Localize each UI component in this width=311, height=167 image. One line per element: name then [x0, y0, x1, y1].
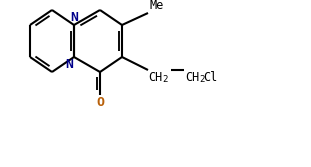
Text: O: O [96, 96, 104, 109]
Text: 2: 2 [162, 75, 167, 84]
Text: N: N [70, 11, 78, 24]
Text: CH: CH [185, 71, 199, 84]
Text: Me: Me [150, 0, 164, 12]
Text: N: N [65, 58, 73, 71]
Text: Cl: Cl [203, 71, 217, 84]
Text: 2: 2 [199, 75, 204, 84]
Text: CH: CH [148, 71, 162, 84]
